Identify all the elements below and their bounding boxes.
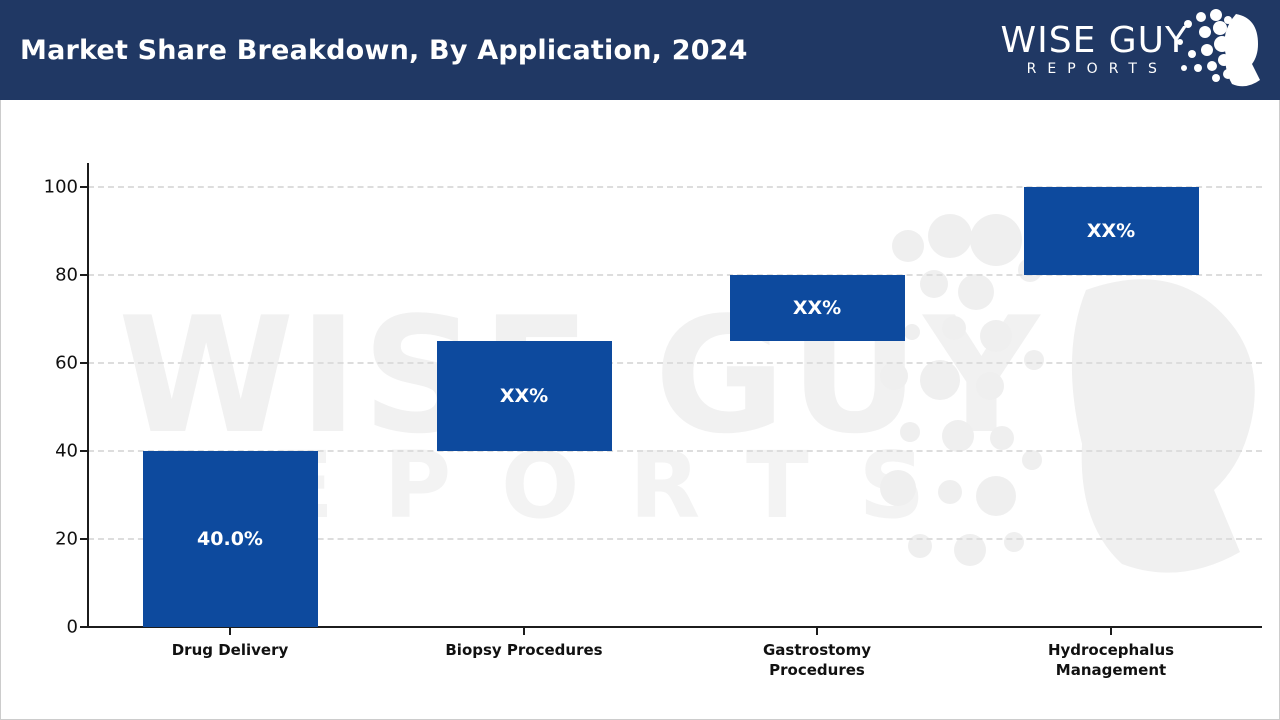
bar-value-label: XX% bbox=[1086, 220, 1136, 242]
y-tick-mark bbox=[80, 626, 87, 628]
gridline bbox=[88, 186, 1262, 188]
x-tick-mark bbox=[229, 628, 231, 635]
y-tick-label: 100 bbox=[43, 176, 78, 198]
y-tick-mark bbox=[80, 538, 87, 540]
y-tick-label: 60 bbox=[55, 352, 78, 374]
x-category-label: Biopsy Procedures bbox=[445, 641, 603, 659]
y-tick-mark bbox=[80, 450, 87, 452]
wiseguy-logo-line2: REPORTS bbox=[1026, 61, 1168, 77]
x-tick-mark bbox=[1110, 628, 1112, 635]
gridline bbox=[88, 362, 1262, 364]
bar: XX% bbox=[1023, 187, 1199, 275]
bar: XX% bbox=[436, 341, 612, 451]
page-title: Market Share Breakdown, By Application, … bbox=[20, 34, 748, 66]
wiseguy-logo-line1: WISE GUY bbox=[1000, 20, 1188, 61]
y-tick-mark bbox=[80, 362, 87, 364]
x-tick-mark bbox=[523, 628, 525, 635]
y-tick-label: 20 bbox=[55, 528, 78, 550]
y-tick-label: 0 bbox=[66, 616, 78, 638]
x-category-label: Hydrocephalus Management bbox=[1047, 641, 1175, 679]
bar: XX% bbox=[729, 275, 905, 341]
x-category-label: Drug Delivery bbox=[171, 641, 289, 659]
y-tick-label: 80 bbox=[55, 264, 78, 286]
gridline bbox=[88, 450, 1262, 452]
bar: 40.0% bbox=[142, 451, 318, 627]
x-axis-line bbox=[87, 626, 1262, 628]
bar-value-label: 40.0% bbox=[197, 528, 263, 550]
bar-value-label: XX% bbox=[792, 297, 842, 319]
y-tick-mark bbox=[80, 186, 87, 188]
x-tick-mark bbox=[816, 628, 818, 635]
y-tick-label: 40 bbox=[55, 440, 78, 462]
watermark-head-shape bbox=[1071, 279, 1255, 573]
gridline bbox=[88, 538, 1262, 540]
wiseguy-logo: WISE GUY REPORTS bbox=[1001, 8, 1280, 92]
x-category-label: Gastrostomy Procedures bbox=[762, 641, 872, 679]
wiseguy-logo-text: WISE GUY REPORTS bbox=[1000, 20, 1189, 78]
y-axis-line bbox=[87, 163, 89, 628]
y-tick-mark bbox=[80, 274, 87, 276]
wiseguy-face-icon bbox=[1177, 9, 1260, 87]
header-bar: Market Share Breakdown, By Application, … bbox=[0, 0, 1280, 100]
bar-value-label: XX% bbox=[499, 385, 549, 407]
gridline bbox=[88, 274, 1262, 276]
